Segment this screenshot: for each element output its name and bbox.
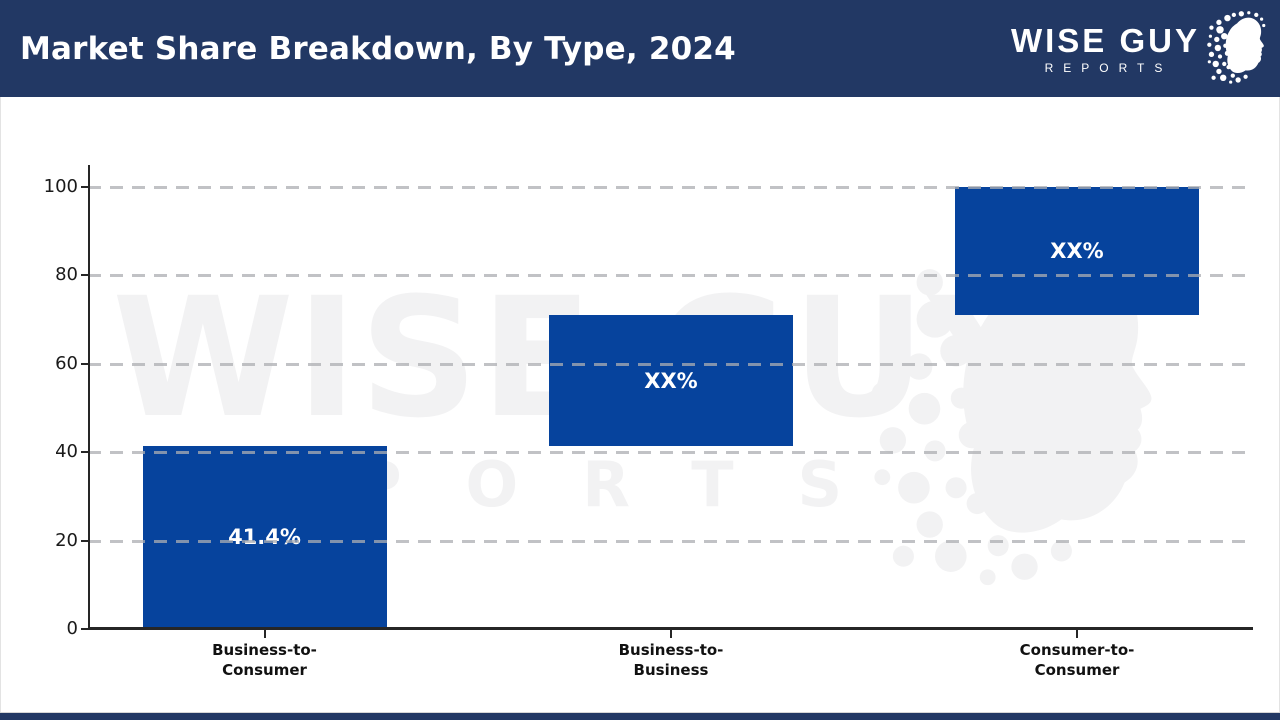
bar-value-label: XX% [1050,239,1104,264]
x-tick-label: Business-to- Business [531,640,811,680]
x-tick-label-line: Business-to- [212,641,317,659]
bar-value-label: 41.4% [228,525,301,550]
y-tick-mark [81,451,88,454]
left-frame-line [0,97,1,713]
gridline [88,186,1253,189]
brand-logo-text: WISE GUY REPORTS [1010,21,1200,75]
x-axis-line [88,627,1253,630]
footer-divider [0,712,1280,713]
y-tick-mark [81,274,88,277]
x-tick-label: Consumer-to- Consumer [937,640,1217,680]
brand-logo: WISE GUY REPORTS [1011,7,1268,91]
y-tick-mark [81,186,88,188]
y-tick-mark [81,539,88,542]
x-tick-label-line: Consumer [1034,661,1120,679]
wiseguy-face-icon [1207,11,1266,84]
gridline [88,362,1253,366]
x-tick-mark [670,630,672,638]
y-tick-mark [81,362,88,365]
bar: 41.4% [142,446,387,629]
logo-brand-label: WISE GUY [1010,21,1200,59]
x-tick-mark [1076,630,1078,638]
y-tick-label: 60 [55,352,78,374]
footer-bar [0,713,1280,720]
x-tick-label-line: Business-to- [618,641,724,659]
y-tick-mark [81,628,88,630]
x-tick-mark [263,630,266,638]
bar-chart: 0 20 40 60 80 100 41.4% Business-to- Consumer XX%… [0,97,1280,713]
y-tick-label: 80 [55,264,78,286]
x-tick-label: Business-to- Consumer [125,640,405,680]
y-tick-label: 100 [43,176,78,197]
bar-value-label: XX% [644,368,698,393]
x-tick-label-line: Consumer [222,661,307,679]
x-tick-label-line: Business [633,661,709,679]
gridline [88,539,1253,543]
y-axis-line [88,165,90,630]
logo-sub-label: REPORTS [1044,60,1173,75]
gridline [88,274,1253,278]
y-tick-label: 0 [66,618,78,639]
bar: XX% [955,187,1199,316]
y-tick-label: 40 [55,441,78,463]
bar: XX% [549,315,793,446]
x-tick-label-line: Consumer-to- [1019,641,1135,659]
page-title: Market Share Breakdown, By Type, 2024 [20,30,736,67]
gridline [88,451,1253,455]
y-tick-label: 20 [55,529,78,551]
header-bar: Market Share Breakdown, By Type, 2024 WI… [0,0,1280,97]
